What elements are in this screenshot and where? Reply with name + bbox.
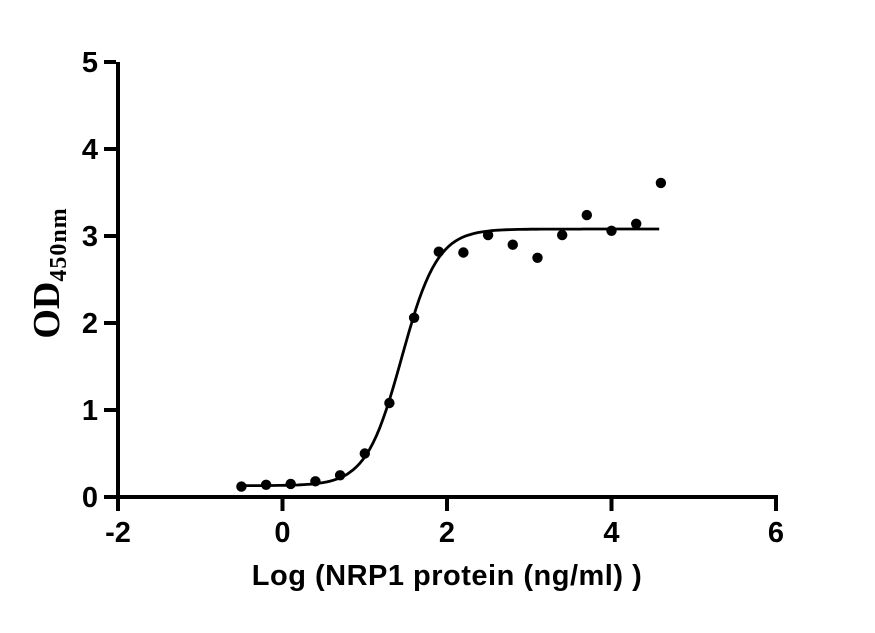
data-point	[557, 229, 568, 241]
x-axis-title: Log (NRP1 protein (ng/ml) )	[251, 560, 643, 592]
y-tick-label: 4	[82, 134, 98, 166]
data-point	[631, 218, 642, 229]
data-point	[359, 448, 370, 459]
data-point	[334, 470, 346, 481]
data-point	[310, 476, 321, 487]
x-tick-label: 6	[768, 517, 784, 549]
data-point	[655, 177, 667, 189]
data-point	[408, 312, 420, 323]
data-point	[581, 209, 592, 221]
x-tick-label: 4	[603, 517, 619, 549]
y-axis-title-sub: 450nm	[46, 207, 72, 282]
x-tick-label: 2	[439, 517, 455, 549]
data-point	[285, 478, 296, 490]
y-tick-label: 1	[82, 395, 98, 427]
x-tick-label: 0	[274, 517, 290, 549]
data-point	[507, 239, 518, 250]
data-point	[482, 229, 494, 241]
y-axis-title: OD 450nm	[25, 161, 72, 385]
data-point	[433, 246, 444, 257]
data-point	[606, 225, 617, 236]
data-point	[260, 479, 272, 490]
x-tick-label: -2	[105, 517, 131, 549]
fit-curve	[241, 227, 660, 488]
y-tick-label: 5	[82, 47, 98, 79]
y-tick-label: 0	[82, 482, 98, 514]
data-point	[458, 247, 469, 258]
y-tick-label: 3	[82, 221, 98, 253]
y-axis-title-base: OD	[26, 281, 68, 339]
data-point	[532, 252, 543, 263]
y-tick-label: 2	[82, 308, 98, 340]
data-point	[384, 397, 395, 409]
data-point	[236, 481, 247, 492]
